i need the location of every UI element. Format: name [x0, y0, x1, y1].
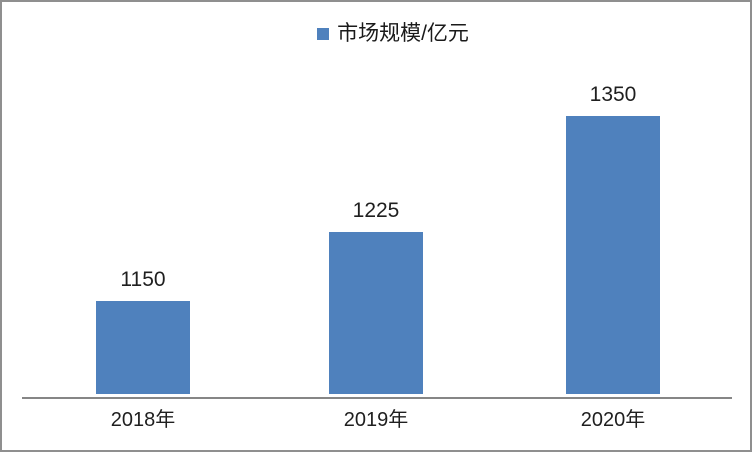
legend-marker-icon — [317, 27, 330, 40]
x-axis-line — [22, 397, 732, 399]
x-axis-label: 2018年 — [110, 409, 176, 431]
bar-value-label: 1150 — [120, 267, 166, 291]
bar-value-label: 1225 — [352, 198, 400, 222]
chart-legend: 市场规模/亿元 — [19, 22, 750, 45]
bar — [566, 116, 660, 394]
x-axis-label: 2020年 — [580, 409, 646, 431]
bar — [96, 301, 190, 394]
bar-value-label: 1350 — [589, 82, 637, 106]
bar — [329, 232, 423, 394]
legend-label: 市场规模/亿元 — [337, 22, 469, 45]
x-axis-label: 2019年 — [343, 409, 409, 431]
